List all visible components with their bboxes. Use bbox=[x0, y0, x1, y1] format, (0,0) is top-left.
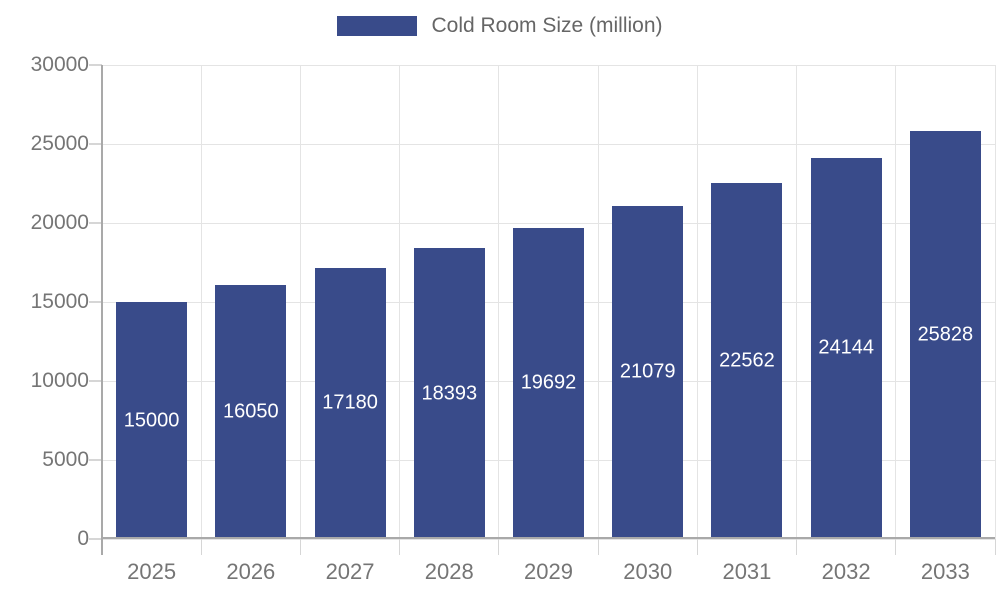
y-axis-line bbox=[101, 65, 103, 555]
y-axis-label: 30000 bbox=[30, 53, 89, 76]
bar-value-label: 25828 bbox=[917, 323, 974, 346]
bar-value-label: 16050 bbox=[223, 400, 279, 423]
bar: 25828 bbox=[909, 130, 981, 539]
x-axis-label: 2025 bbox=[127, 559, 177, 584]
x-gridline bbox=[696, 65, 698, 539]
bar-value-label: 19692 bbox=[520, 371, 577, 394]
x-axis-line bbox=[102, 537, 995, 539]
bar: 15000 bbox=[116, 302, 188, 539]
x-tick bbox=[597, 539, 599, 555]
x-gridline bbox=[796, 65, 798, 539]
bar: 22562 bbox=[711, 182, 783, 539]
bar: 24144 bbox=[810, 157, 882, 539]
x-axis-label: 2026 bbox=[226, 559, 276, 584]
bar: 16050 bbox=[215, 285, 287, 539]
x-axis-label: 2030 bbox=[623, 559, 673, 584]
x-tick bbox=[994, 539, 996, 555]
x-gridline bbox=[597, 65, 599, 539]
x-gridline bbox=[994, 65, 996, 539]
y-tick bbox=[89, 143, 102, 145]
x-axis-label: 2031 bbox=[722, 559, 772, 584]
plot-area: 0 5000 10000 15000 20000 25000 30000 15000 2025 1… bbox=[31, 53, 996, 584]
bar: 19692 bbox=[513, 227, 584, 539]
x-tick bbox=[399, 539, 401, 555]
y-tick bbox=[89, 64, 102, 66]
bar-value-label: 18393 bbox=[421, 382, 478, 405]
y-gridline bbox=[102, 64, 995, 66]
x-gridline bbox=[895, 65, 897, 539]
x-tick bbox=[498, 539, 500, 555]
y-tick bbox=[89, 459, 102, 461]
y-tick bbox=[89, 301, 102, 303]
x-axis-label: 2032 bbox=[821, 559, 871, 584]
x-gridline bbox=[299, 65, 301, 539]
bar-value-label: 22562 bbox=[719, 349, 775, 372]
y-axis-label: 10000 bbox=[30, 369, 89, 392]
y-tick bbox=[89, 380, 102, 382]
y-tick bbox=[89, 222, 102, 224]
x-tick bbox=[696, 539, 698, 555]
bar: 21079 bbox=[612, 205, 684, 539]
bar: 18393 bbox=[413, 248, 485, 539]
bar-value-label: 24144 bbox=[818, 336, 874, 359]
x-tick bbox=[796, 539, 798, 555]
bar: 17180 bbox=[314, 267, 386, 539]
y-gridline bbox=[102, 222, 995, 224]
x-gridline bbox=[200, 65, 202, 539]
y-tick bbox=[89, 538, 102, 540]
legend-item[interactable]: Cold Room Size (million) bbox=[0, 14, 1000, 38]
bar-value-label: 21079 bbox=[619, 360, 676, 383]
y-axis-label: 25000 bbox=[30, 132, 89, 155]
x-tick bbox=[200, 539, 202, 555]
x-axis-label: 2033 bbox=[920, 559, 970, 584]
legend-label: Cold Room Size (million) bbox=[431, 14, 663, 37]
y-gridline bbox=[102, 143, 995, 145]
x-axis-label: 2027 bbox=[325, 559, 375, 584]
x-tick bbox=[895, 539, 897, 555]
legend-swatch bbox=[337, 16, 418, 36]
x-axis-label: 2028 bbox=[424, 559, 474, 584]
x-tick bbox=[299, 539, 301, 555]
x-axis-label: 2029 bbox=[524, 559, 573, 584]
y-axis-label: 20000 bbox=[30, 211, 89, 234]
x-gridline bbox=[399, 65, 401, 539]
bar-value-label: 15000 bbox=[123, 409, 180, 431]
y-axis-label: 15000 bbox=[30, 290, 89, 313]
y-axis-label: 5000 bbox=[42, 448, 89, 471]
x-gridline bbox=[498, 65, 500, 539]
y-gridline bbox=[102, 538, 995, 540]
bar-value-label: 17180 bbox=[322, 391, 378, 414]
y-axis-label: 0 bbox=[77, 527, 89, 550]
